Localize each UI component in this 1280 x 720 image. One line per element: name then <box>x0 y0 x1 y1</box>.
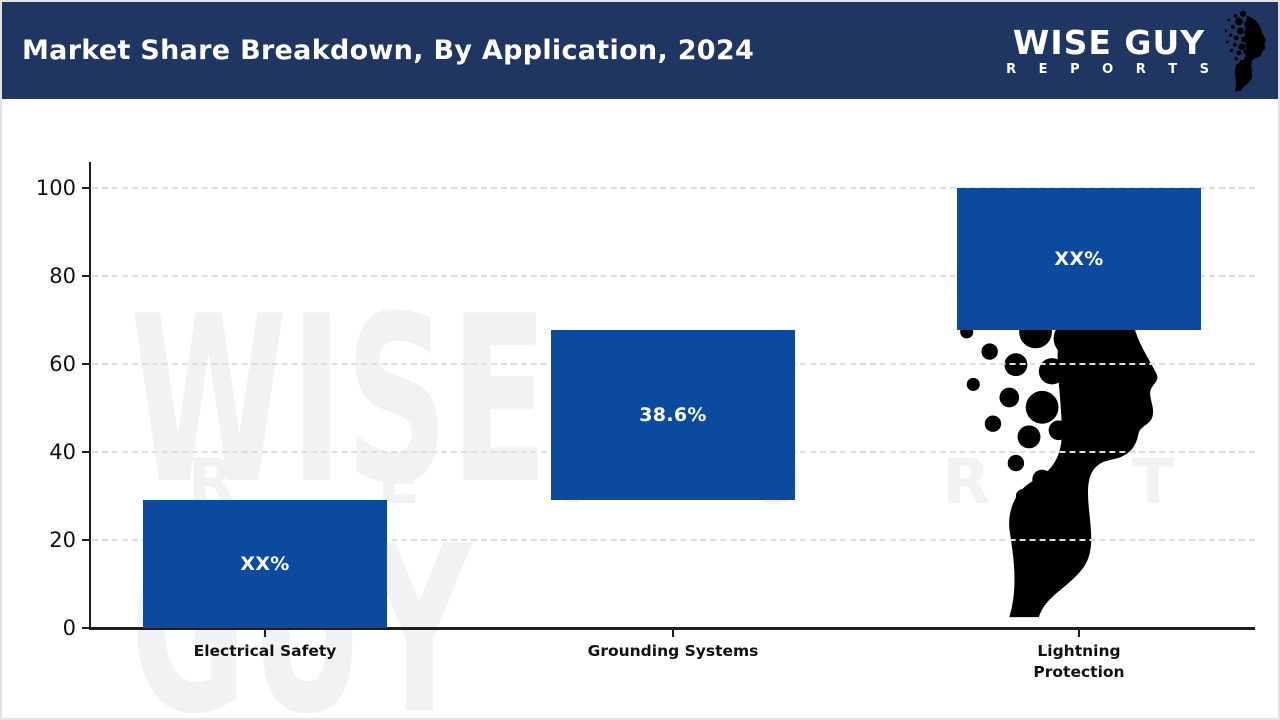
page-title: Market Share Breakdown, By Application, … <box>22 35 755 66</box>
logo-wordmark: WISE GUY <box>1012 22 1206 62</box>
bar-value-label: XX% <box>240 553 290 576</box>
header-bar: Market Share Breakdown, By Application, … <box>2 2 1278 99</box>
x-category-label: Electrical Safety <box>193 642 337 660</box>
wise-guy-reports-logo: WISE GUY R E P O R T S <box>1000 6 1274 96</box>
y-tick-mark <box>82 274 90 277</box>
grid-line <box>92 274 1255 277</box>
logo-subtitle: R E P O R T S <box>1006 61 1218 77</box>
bar-value-label: 38.6% <box>639 404 707 427</box>
x-tick-mark <box>264 629 266 637</box>
x-category-label: Grounding Systems <box>587 642 759 660</box>
y-tick-mark <box>82 186 90 189</box>
y-tick-mark <box>82 538 90 541</box>
plot-area: 0 20 40 60 80 100 XX% Electrical Safety 38.6% Gro… <box>2 99 1278 718</box>
x-category-label: Lightning Protection <box>1033 642 1125 681</box>
x-axis <box>89 627 1255 630</box>
y-tick-label: 40 <box>49 439 76 464</box>
bar: 38.6% <box>551 330 795 501</box>
grid-line <box>92 538 1255 541</box>
y-tick-mark <box>82 450 90 453</box>
y-tick-label: 80 <box>49 263 76 288</box>
chart-area: WISE GUY R E P O R T S 020406080100XX%El… <box>2 99 1278 718</box>
y-axis <box>89 162 91 630</box>
x-tick-mark <box>1078 629 1080 637</box>
logo-text: WISE GUY R E P O R T S <box>1000 26 1218 77</box>
grid-line <box>92 186 1255 189</box>
x-tick-mark <box>672 629 674 637</box>
bar: XX% <box>957 187 1201 331</box>
y-tick-label: 60 <box>49 351 76 376</box>
y-tick-mark <box>82 362 90 365</box>
y-tick-label: 20 <box>49 527 76 552</box>
bar-value-label: XX% <box>1054 247 1104 270</box>
y-tick-label: 100 <box>35 175 76 200</box>
bar: XX% <box>143 500 387 628</box>
y-tick-label: 0 <box>62 616 76 640</box>
y-tick-mark <box>82 627 90 629</box>
